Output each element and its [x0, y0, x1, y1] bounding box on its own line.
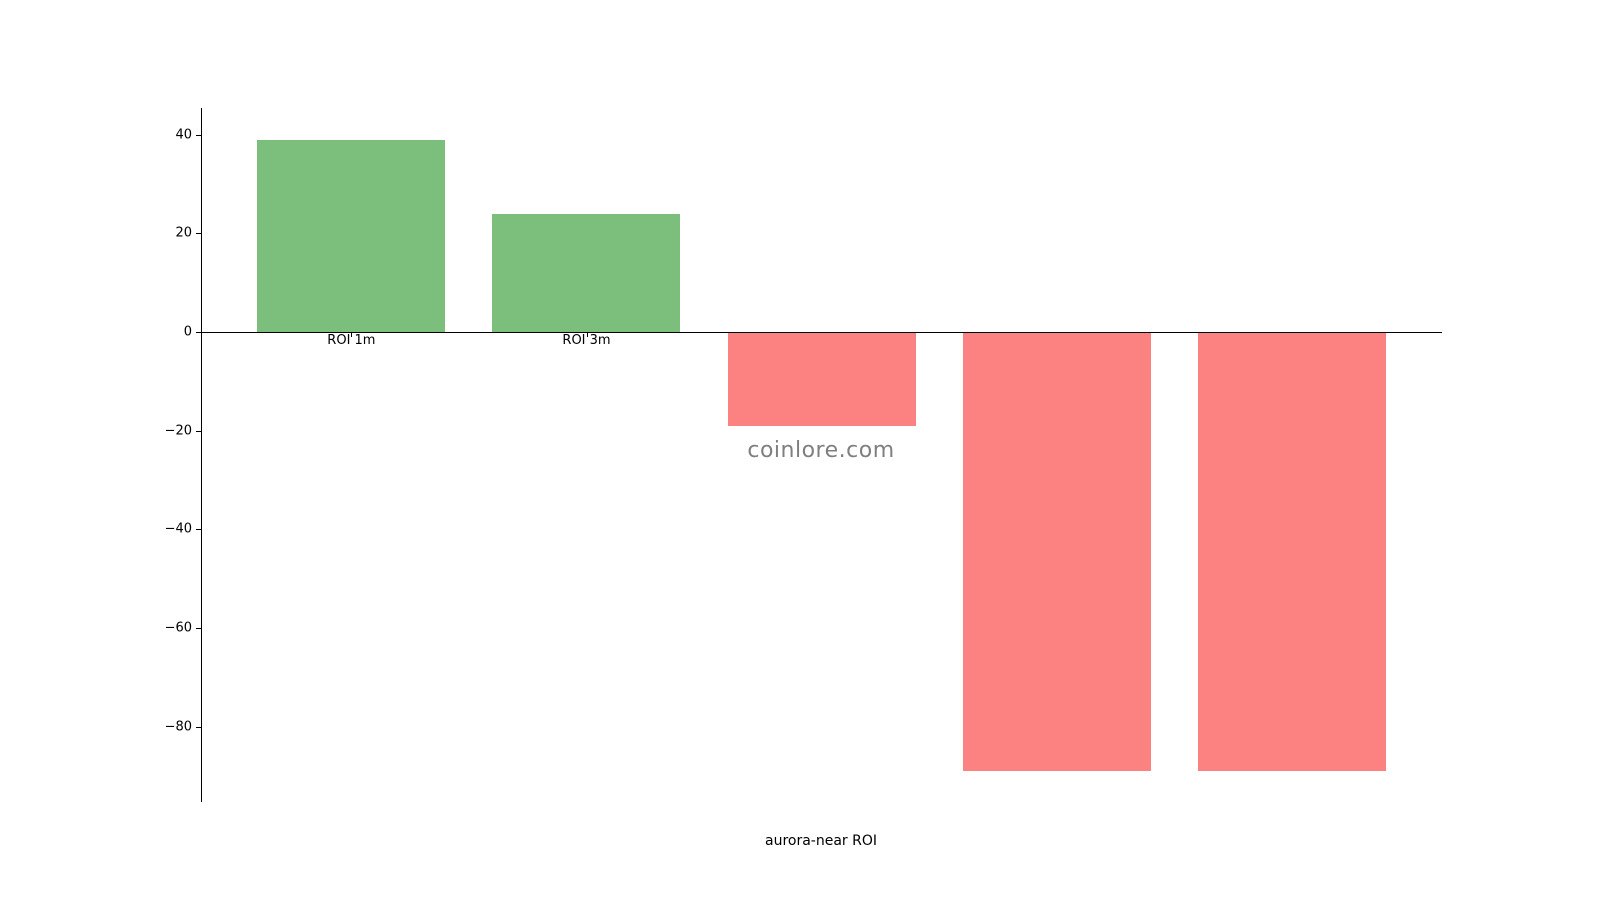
y-axis-line	[201, 108, 202, 802]
bar-series-4	[1197, 332, 1386, 771]
plot-area: 40 20 0 −20 −40 −60 −80 ROI 1m ROI 3m	[165, 108, 1442, 802]
y-tick-mark	[196, 726, 201, 728]
y-tick-mark	[196, 134, 201, 136]
x-tick-label-roi-3m: ROI 3m	[562, 332, 611, 348]
y-tick-label: −20	[164, 423, 192, 439]
bar-roi-3m	[492, 213, 681, 332]
watermark: coinlore.com	[747, 438, 895, 463]
y-tick-label: −40	[164, 521, 192, 537]
y-tick-mark	[196, 430, 201, 432]
bar-roi-1m	[257, 139, 446, 332]
y-tick-label: −60	[164, 620, 192, 636]
x-axis-line	[201, 331, 1442, 333]
y-tick-label: 40	[175, 127, 192, 143]
x-tick-mark	[586, 332, 588, 337]
y-tick-label: 0	[183, 324, 192, 340]
bar-series-2	[727, 332, 916, 426]
y-tick-label: −80	[164, 719, 192, 734]
x-axis-title: aurora-near ROI	[765, 833, 877, 849]
bar-series-3	[962, 332, 1151, 771]
y-tick-mark	[196, 627, 201, 629]
x-tick-label-roi-1m: ROI 1m	[327, 332, 376, 348]
y-tick-mark	[196, 529, 201, 531]
y-tick-label: 20	[175, 225, 192, 241]
x-tick-mark	[351, 332, 353, 337]
y-tick-mark	[196, 233, 201, 235]
y-tick-mark	[196, 331, 201, 333]
